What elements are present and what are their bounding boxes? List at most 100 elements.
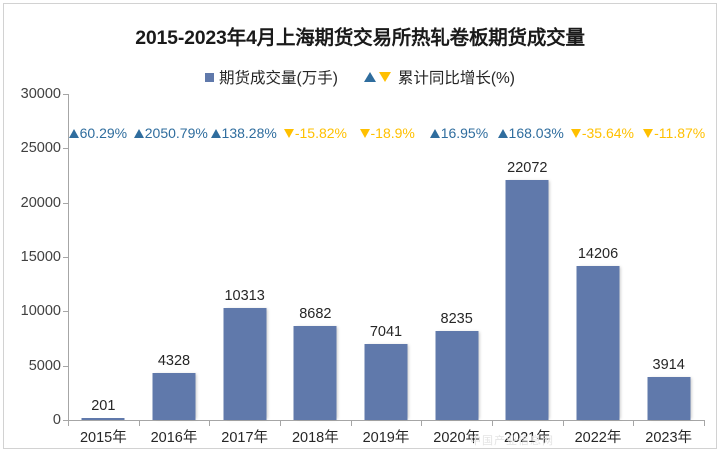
x-axis-tick [138,420,140,426]
bar-value-label: 8235 [440,310,473,327]
bar-group: 10313 [209,94,280,420]
triangle-up-icon [133,128,144,138]
growth-annotation: 168.03% [495,125,567,141]
x-axis-tick [562,420,564,426]
x-axis-tick [350,420,352,426]
growth-value-label: 168.03% [508,125,564,141]
growth-annotation-row: 60.29% 2050.79% 138.28% -15.82% -18.9% 16.95%… [62,123,710,143]
bar-group: 22072 [492,94,563,420]
bar[interactable] [576,265,620,420]
bar-value-label: 201 [91,397,116,414]
bar-value-label: 14206 [577,245,619,262]
bar[interactable] [505,180,549,420]
x-axis-labels: 2015年 2016年 2017年 2018年 2019年 2020年 2021年 2022年… [68,426,704,450]
growth-value-label: -11.87% [654,125,706,141]
bar[interactable] [364,343,408,420]
triangle-down-icon [378,72,391,82]
y-axis-tick [63,420,68,421]
bar-group: 8235 [421,94,492,420]
growth-annotation: 16.95% [423,125,495,141]
growth-value-label: 2050.79% [144,125,208,141]
y-axis-tick [63,148,68,149]
bar[interactable] [647,377,691,420]
triangle-down-icon [570,128,581,138]
y-axis-labels: 0 5000 10000 15000 20000 25000 30000 [0,0,61,452]
chart-title: 2015-2023年4月上海期货交易所热轧卷板期货成交量 [135,27,585,49]
triangle-down-icon [359,128,370,138]
bar[interactable] [81,417,125,420]
x-axis-tick [280,420,281,426]
bar[interactable] [435,330,479,420]
growth-value-label: -15.82% [294,125,348,141]
growth-annotation: -15.82% [280,125,352,141]
legend-item-volume[interactable]: 期货成交量(万手) [205,66,338,88]
bar-value-label: 8682 [299,305,332,322]
triangle-pair-icon [363,72,391,82]
bar[interactable] [293,325,337,420]
triangle-up-icon [363,72,376,82]
plot-area-bars: 201 4328 10313 8682 7041 8235 22072 14206 3914 [68,94,704,420]
y-axis-tick [63,311,68,312]
triangle-down-icon [643,128,654,138]
growth-annotation: -35.64% [567,125,639,141]
x-axis-category-label: 2015年 [79,430,127,446]
x-axis-tick [209,420,211,426]
x-axis-category-label: 2023年 [645,430,693,446]
bar-group: 7041 [351,94,422,420]
growth-value-label: -18.9% [370,125,415,141]
triangle-up-icon [68,128,79,138]
x-axis-tick [68,420,69,426]
triangle-down-icon [283,128,294,138]
x-axis-category-label: 2019年 [362,430,410,446]
y-axis-tick [63,94,68,95]
x-axis-tick [633,420,635,426]
growth-value-label: 60.29% [79,125,128,141]
triangle-up-icon [429,128,440,138]
bar-value-label: 4328 [157,352,191,369]
bar-value-label: 10313 [224,287,265,304]
x-axis-category-label: 2018年 [291,430,339,446]
growth-annotation: 138.28% [208,125,280,141]
legend-label-growth: 累计同比增长(%) [397,70,515,87]
growth-annotation: 60.29% [62,125,134,141]
triangle-up-icon [497,128,508,138]
growth-annotation: -18.9% [351,125,423,141]
x-axis-line [68,420,704,421]
chart-legend: 期货成交量(万手) 累计同比增长(%) [0,66,720,88]
growth-value-label: 138.28% [221,125,277,141]
bar-group: 4328 [139,94,210,420]
bar-group: 14206 [563,94,634,420]
y-axis-tick-label: 25000 [20,140,61,157]
triangle-up-icon [210,128,221,138]
bar-group: 201 [68,94,139,420]
growth-value-label: 16.95% [440,125,489,141]
square-marker-icon [205,72,215,82]
bar-value-label: 7041 [369,323,403,340]
bar-value-label: 3914 [652,357,685,374]
x-axis-tick [492,420,493,426]
y-axis-tick-label: 10000 [20,303,61,320]
y-axis-tick [63,203,68,204]
x-axis-category-label: 2016年 [150,430,198,446]
y-axis-tick [63,257,68,258]
x-axis-tick [704,420,705,426]
x-axis-tick [421,420,423,426]
x-axis-category-label: 2020年 [433,430,481,446]
bar-group: 8682 [280,94,351,420]
bar-value-label: 22072 [507,160,548,177]
growth-annotation: 2050.79% [133,125,208,141]
y-axis-tick-label: 0 [52,412,61,428]
y-axis-line [68,94,69,421]
y-axis-tick-label: 5000 [28,357,61,374]
legend-label-volume: 期货成交量(万手) [219,70,338,87]
bar[interactable] [223,307,267,420]
y-axis-tick-label: 15000 [20,249,61,265]
y-axis-tick-label: 30000 [20,86,61,102]
growth-annotation: -11.87% [638,125,710,141]
x-axis-category-label: 2021年 [503,430,551,446]
bar[interactable] [152,372,196,420]
legend-item-growth[interactable]: 累计同比增长(%) [363,66,515,88]
y-axis-tick-label: 20000 [20,194,61,211]
x-axis-category-label: 2022年 [574,430,622,446]
